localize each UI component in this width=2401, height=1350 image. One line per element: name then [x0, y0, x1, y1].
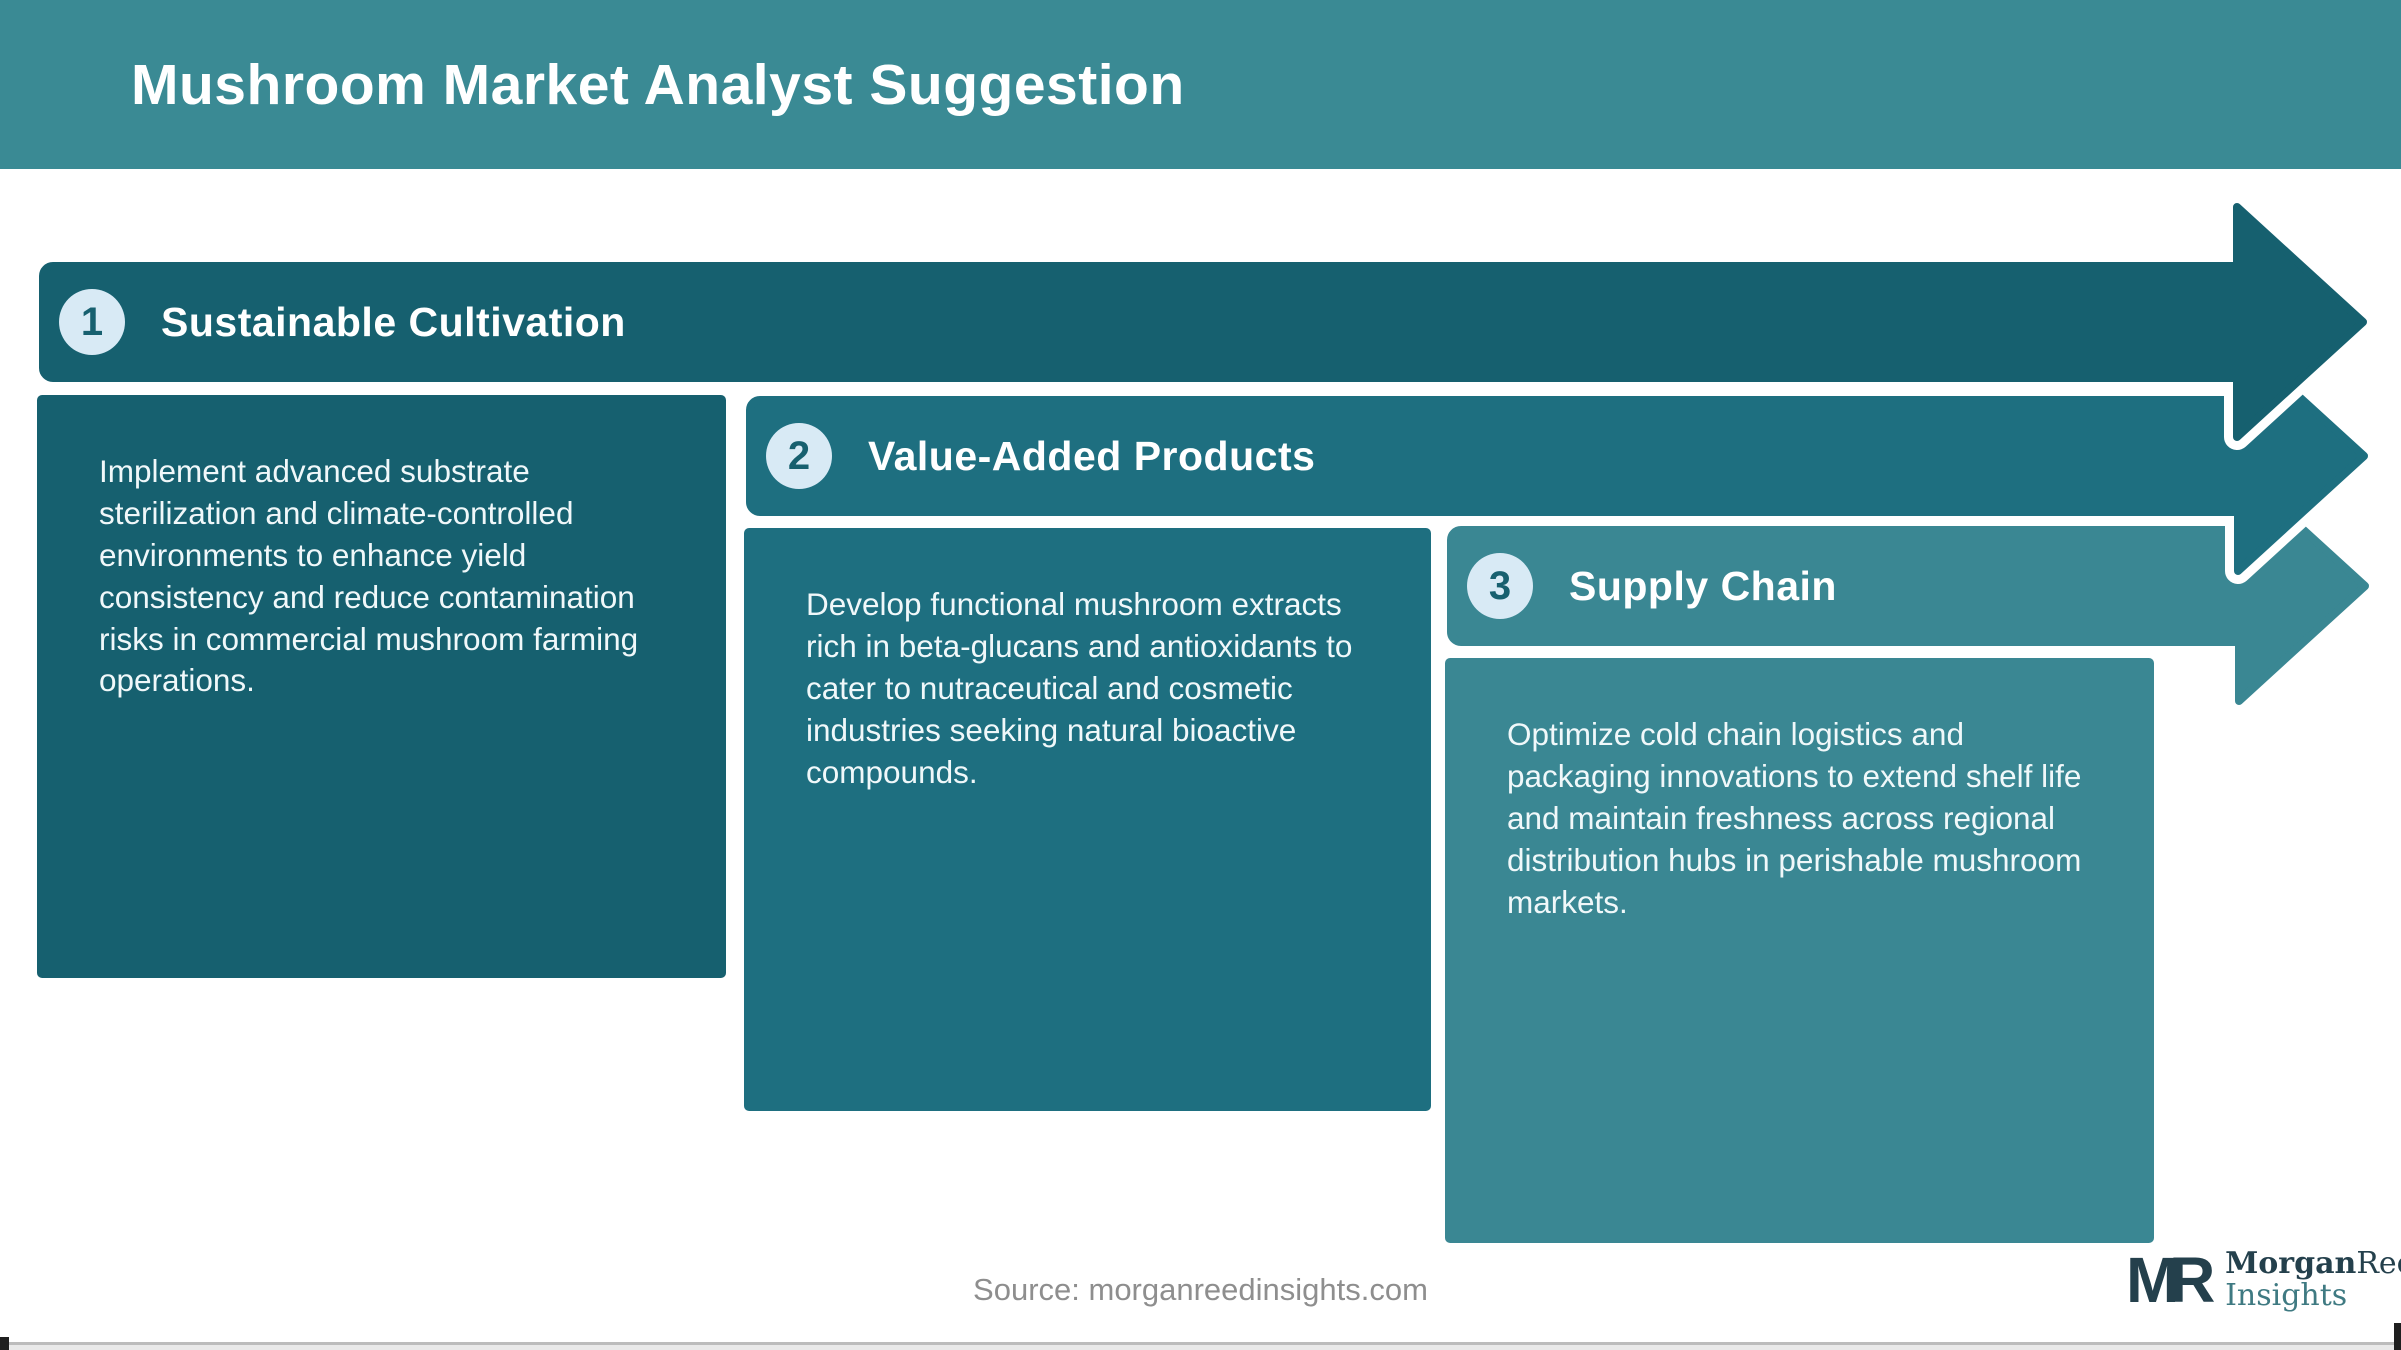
arrow-shape-icon [1445, 458, 2378, 714]
step-number-badge-1: 1 [59, 289, 125, 355]
step-description-3: Optimize cold chain logistics and packag… [1507, 716, 2082, 920]
corner-mark-right [2394, 1323, 2401, 1350]
bottom-divider [6, 1342, 2397, 1345]
logo-tagline: Insights [2225, 1278, 2348, 1313]
step-label-1: Sustainable Cultivation [161, 298, 626, 345]
logo-monogram-icon: MR [2126, 1244, 2215, 1316]
logo-name-bold: Morgan [2225, 1246, 2357, 1282]
step-description-1: Implement advanced substrate sterilizati… [99, 453, 639, 699]
step-arrow-3: 3 Supply Chain [1445, 457, 2379, 715]
step-label-2: Value-Added Products [868, 432, 1316, 479]
arrow-shape-icon [37, 194, 2376, 450]
bottom-edge-strip [6, 1345, 2397, 1350]
page-title: Mushroom Market Analyst Suggestion [131, 52, 1185, 117]
step-number-badge-3: 3 [1467, 553, 1533, 619]
step-arrow-1: 1 Sustainable Cultivation [37, 193, 2377, 451]
logo-name-regular: Reed [2356, 1246, 2401, 1282]
logo: MR MorganReed Insights [2126, 1248, 2401, 1312]
header-band: Mushroom Market Analyst Suggestion [0, 0, 2401, 169]
corner-mark-left [0, 1337, 9, 1350]
logo-text: MorganReed Insights [2225, 1248, 2401, 1312]
logo-company-name: MorganReed [2225, 1248, 2401, 1280]
step-description-box-3: Optimize cold chain logistics and packag… [1445, 658, 2154, 1243]
step-description-box-2: Develop functional mushroom extracts ric… [744, 528, 1431, 1111]
step-description-2: Develop functional mushroom extracts ric… [806, 586, 1353, 790]
step-label-3: Supply Chain [1569, 562, 1837, 609]
step-description-box-1: Implement advanced substrate sterilizati… [37, 395, 726, 978]
step-number-badge-2: 2 [766, 423, 832, 489]
source-note: Source: morganreedinsights.com [973, 1272, 1428, 1307]
